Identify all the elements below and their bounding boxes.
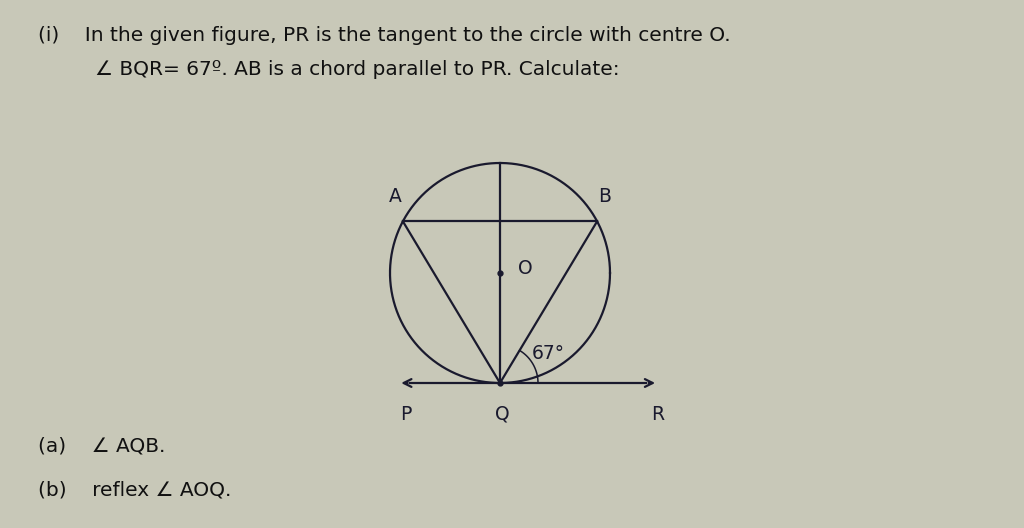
Text: Q: Q xyxy=(495,405,509,424)
Text: A: A xyxy=(388,187,401,206)
Text: (b)    reflex ∠ AOQ.: (b) reflex ∠ AOQ. xyxy=(38,480,231,499)
Text: B: B xyxy=(599,187,611,206)
Text: O: O xyxy=(518,259,532,278)
Text: R: R xyxy=(651,405,665,424)
Text: (a)    ∠ AQB.: (a) ∠ AQB. xyxy=(38,436,165,455)
Text: P: P xyxy=(399,405,411,424)
Text: ∠ BQR= 67º. AB is a chord parallel to PR. Calculate:: ∠ BQR= 67º. AB is a chord parallel to PR… xyxy=(95,60,620,79)
Text: 67°: 67° xyxy=(532,344,565,363)
Text: (i)    In the given figure, PR is the tangent to the circle with centre O.: (i) In the given figure, PR is the tange… xyxy=(38,26,731,45)
